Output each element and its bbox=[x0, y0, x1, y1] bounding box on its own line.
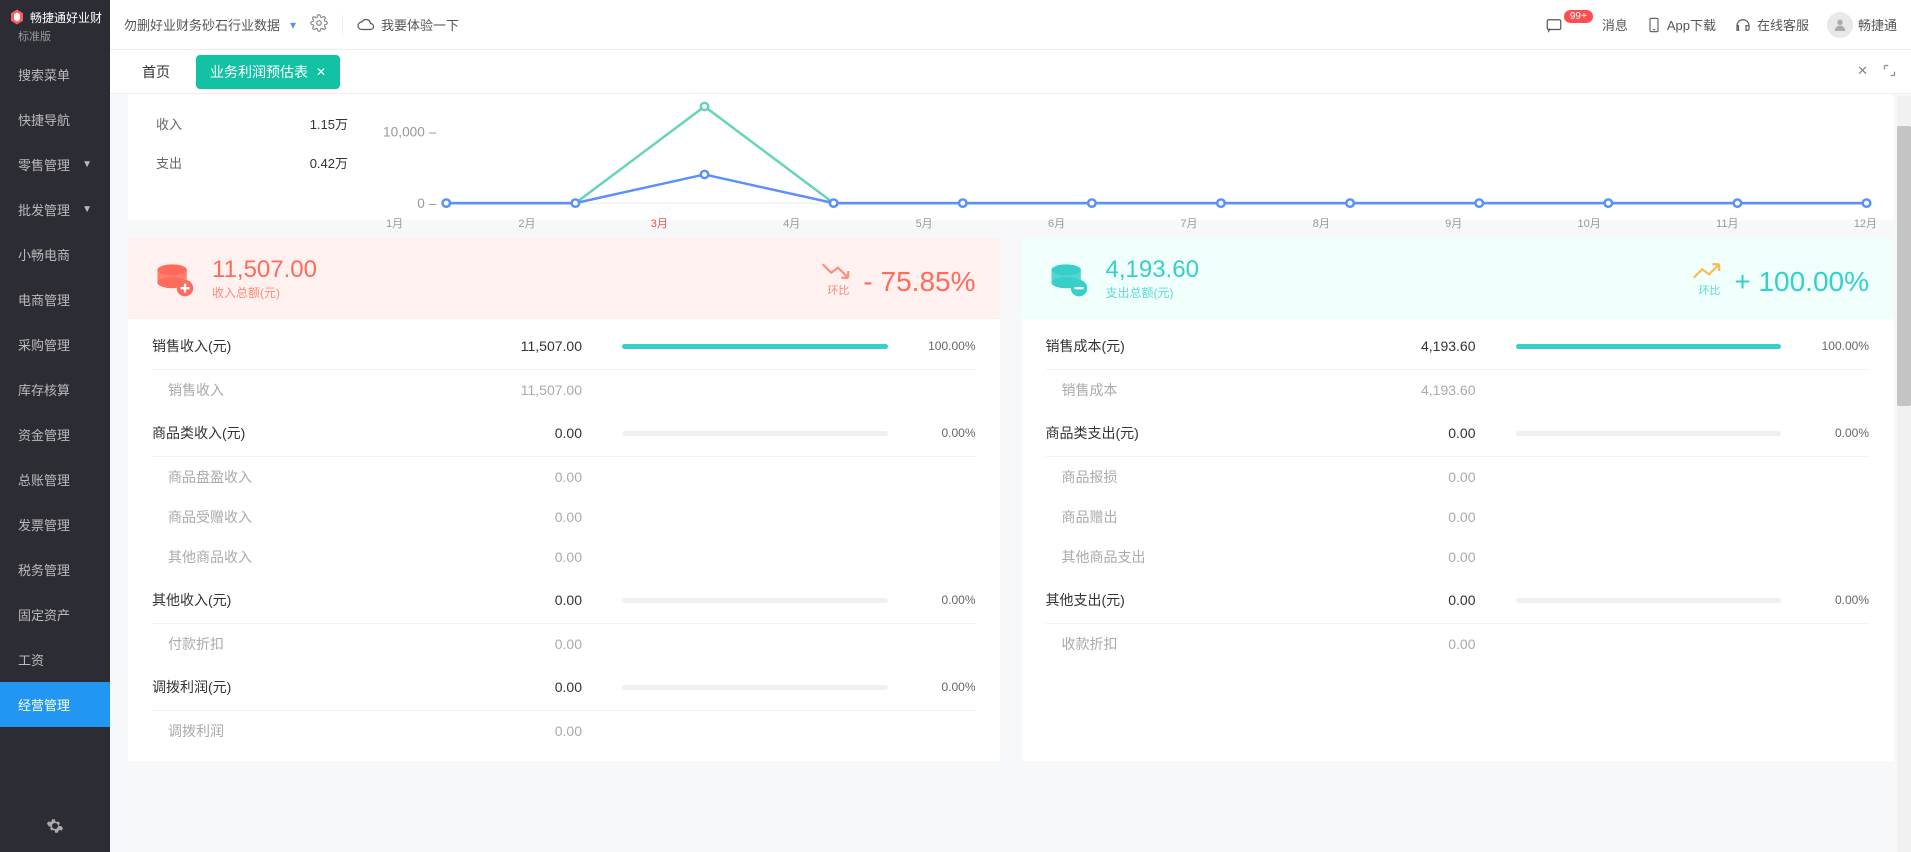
sidebar-item[interactable]: 资金管理 bbox=[0, 412, 110, 457]
income-total-label: 收入总额(元) bbox=[212, 284, 317, 301]
expense-total-value: 4,193.60 bbox=[1106, 256, 1199, 284]
table-sub-row: 其他商品收入0.00 bbox=[152, 537, 976, 577]
x-axis-label: 7月 bbox=[1180, 215, 1197, 231]
table-row: 其他收入(元)0.000.00% bbox=[152, 577, 976, 624]
app-download-link[interactable]: App下载 bbox=[1646, 15, 1716, 34]
cloud-try-link[interactable]: 我要体验一下 bbox=[357, 15, 459, 34]
tabs-close-all-icon[interactable]: ✕ bbox=[1857, 63, 1868, 81]
table-sub-row: 其他商品支出0.00 bbox=[1046, 537, 1870, 577]
trend-up-icon bbox=[1692, 260, 1726, 282]
table-row: 商品类收入(元)0.000.00% bbox=[152, 410, 976, 457]
table-sub-row: 销售收入11,507.00 bbox=[152, 370, 976, 410]
table-sub-row: 收款折扣0.00 bbox=[1046, 624, 1870, 664]
summary-kv: 支出0.42万 bbox=[142, 143, 362, 182]
x-axis-label: 10月 bbox=[1578, 215, 1601, 231]
phone-icon bbox=[1646, 16, 1662, 34]
table-sub-row: 商品报损0.00 bbox=[1046, 457, 1870, 497]
table-row: 销售收入(元)11,507.00100.00% bbox=[152, 323, 976, 370]
income-icon bbox=[152, 257, 196, 301]
tab-home[interactable]: 首页 bbox=[128, 55, 184, 89]
sidebar-settings-icon[interactable] bbox=[0, 803, 110, 852]
x-axis-label: 1月 bbox=[386, 215, 403, 231]
table-row: 商品类支出(元)0.000.00% bbox=[1046, 410, 1870, 457]
x-axis-label: 8月 bbox=[1313, 215, 1330, 231]
user-menu[interactable]: 畅捷通 bbox=[1827, 12, 1897, 38]
chevron-down-icon: ▼ bbox=[82, 159, 92, 170]
x-axis-label: 5月 bbox=[916, 215, 933, 231]
cloud-icon bbox=[357, 16, 375, 34]
x-axis-label: 6月 bbox=[1048, 215, 1065, 231]
message-icon bbox=[1545, 16, 1563, 34]
brand-block: 畅捷通好业财 标准版 bbox=[0, 0, 110, 52]
expense-icon bbox=[1046, 257, 1090, 301]
customer-service-link[interactable]: 在线客服 bbox=[1734, 15, 1809, 34]
sidebar-item[interactable]: 税务管理 bbox=[0, 547, 110, 592]
summary-kv: 收入1.15万 bbox=[142, 104, 362, 143]
brand-edition: 标准版 bbox=[6, 28, 104, 44]
sidebar-item[interactable]: 固定资产 bbox=[0, 592, 110, 637]
table-sub-row: 商品赠出0.00 bbox=[1046, 497, 1870, 537]
trend-chart: 10,000 –0 – 1月2月3月4月5月6月7月8月9月10月11月12月 bbox=[384, 98, 1879, 208]
table-sub-row: 销售成本4,193.60 bbox=[1046, 370, 1870, 410]
expense-panel-header: 4,193.60 支出总额(元) 环比 + 100.00% bbox=[1022, 238, 1894, 319]
x-axis-label: 12月 bbox=[1854, 215, 1877, 231]
sidebar-item[interactable]: 发票管理 bbox=[0, 502, 110, 547]
headset-icon bbox=[1734, 16, 1752, 34]
topbar: 勿删好业财务砂石行业数据 ▾ 我要体验一下 99+ 消息 App下载 bbox=[110, 0, 1911, 50]
expense-total-label: 支出总额(元) bbox=[1106, 284, 1199, 301]
sidebar-item[interactable]: 采购管理 bbox=[0, 322, 110, 367]
scrollbar[interactable] bbox=[1897, 96, 1911, 852]
tab-bar: 首页 业务利润预估表 ✕ ✕ bbox=[110, 50, 1911, 94]
income-panel-header: 11,507.00 收入总额(元) 环比 - 75.85% bbox=[128, 238, 1000, 319]
sidebar-item[interactable]: 库存核算 bbox=[0, 367, 110, 412]
sidebar-item[interactable]: 批发管理▼ bbox=[0, 187, 110, 232]
sidebar-item[interactable]: 快捷导航 bbox=[0, 97, 110, 142]
tabs-expand-icon[interactable] bbox=[1882, 63, 1897, 81]
svg-text:10,000 –: 10,000 – bbox=[384, 125, 437, 140]
svg-text:0 –: 0 – bbox=[417, 196, 436, 208]
sidebar: 畅捷通好业财 标准版 搜索菜单快捷导航零售管理▼批发管理▼小畅电商电商管理采购管… bbox=[0, 0, 110, 852]
table-sub-row: 付款折扣0.00 bbox=[152, 624, 976, 664]
x-axis-label: 9月 bbox=[1445, 215, 1462, 231]
expense-panel: 4,193.60 支出总额(元) 环比 + 100.00% 销售成本(元)4,1… bbox=[1022, 238, 1894, 761]
sidebar-item[interactable]: 小畅电商 bbox=[0, 232, 110, 277]
table-sub-row: 商品受赠收入0.00 bbox=[152, 497, 976, 537]
x-axis-label: 2月 bbox=[518, 215, 535, 231]
income-trend-pct: - 75.85% bbox=[863, 266, 975, 298]
table-row: 调拨利润(元)0.000.00% bbox=[152, 664, 976, 711]
sidebar-item[interactable]: 电商管理 bbox=[0, 277, 110, 322]
tab-profit-report[interactable]: 业务利润预估表 ✕ bbox=[196, 55, 340, 89]
income-total-value: 11,507.00 bbox=[212, 256, 317, 284]
sidebar-item[interactable]: 工资 bbox=[0, 637, 110, 682]
x-axis-label: 4月 bbox=[783, 215, 800, 231]
avatar-icon bbox=[1827, 12, 1853, 38]
income-panel: 11,507.00 收入总额(元) 环比 - 75.85% 销售收入(元)11,… bbox=[128, 238, 1000, 761]
tab-close-icon[interactable]: ✕ bbox=[316, 65, 326, 79]
brand-name: 畅捷通好业财 bbox=[30, 9, 102, 26]
trend-down-icon bbox=[821, 260, 855, 282]
settings-gear-icon[interactable] bbox=[310, 14, 328, 35]
chevron-down-icon: ▾ bbox=[290, 18, 296, 32]
sidebar-item[interactable]: 总账管理 bbox=[0, 457, 110, 502]
expense-trend-pct: + 100.00% bbox=[1734, 266, 1869, 298]
chevron-down-icon: ▼ bbox=[82, 204, 92, 215]
brand-logo-icon bbox=[8, 8, 26, 26]
table-sub-row: 调拨利润0.00 bbox=[152, 711, 976, 751]
sidebar-item[interactable]: 经营管理 bbox=[0, 682, 110, 727]
org-name: 勿删好业财务砂石行业数据 bbox=[124, 15, 280, 34]
x-axis-label: 3月 bbox=[651, 215, 668, 231]
report-content: 收入1.15万支出0.42万 10,000 – 0 – 1月 2月 3月 4月 5月 6月 7… bbox=[110, 94, 1911, 852]
messages-badge: 99+ bbox=[1564, 10, 1593, 23]
messages-link[interactable]: 99+ 消息 bbox=[1545, 15, 1628, 34]
table-sub-row: 商品盘盈收入0.00 bbox=[152, 457, 976, 497]
sidebar-item[interactable]: 搜索菜单 bbox=[0, 52, 110, 97]
org-selector[interactable]: 勿删好业财务砂石行业数据 ▾ bbox=[124, 15, 296, 34]
sidebar-item[interactable]: 零售管理▼ bbox=[0, 142, 110, 187]
x-axis-label: 11月 bbox=[1716, 215, 1738, 231]
table-row: 其他支出(元)0.000.00% bbox=[1046, 577, 1870, 624]
table-row: 销售成本(元)4,193.60100.00% bbox=[1046, 323, 1870, 370]
